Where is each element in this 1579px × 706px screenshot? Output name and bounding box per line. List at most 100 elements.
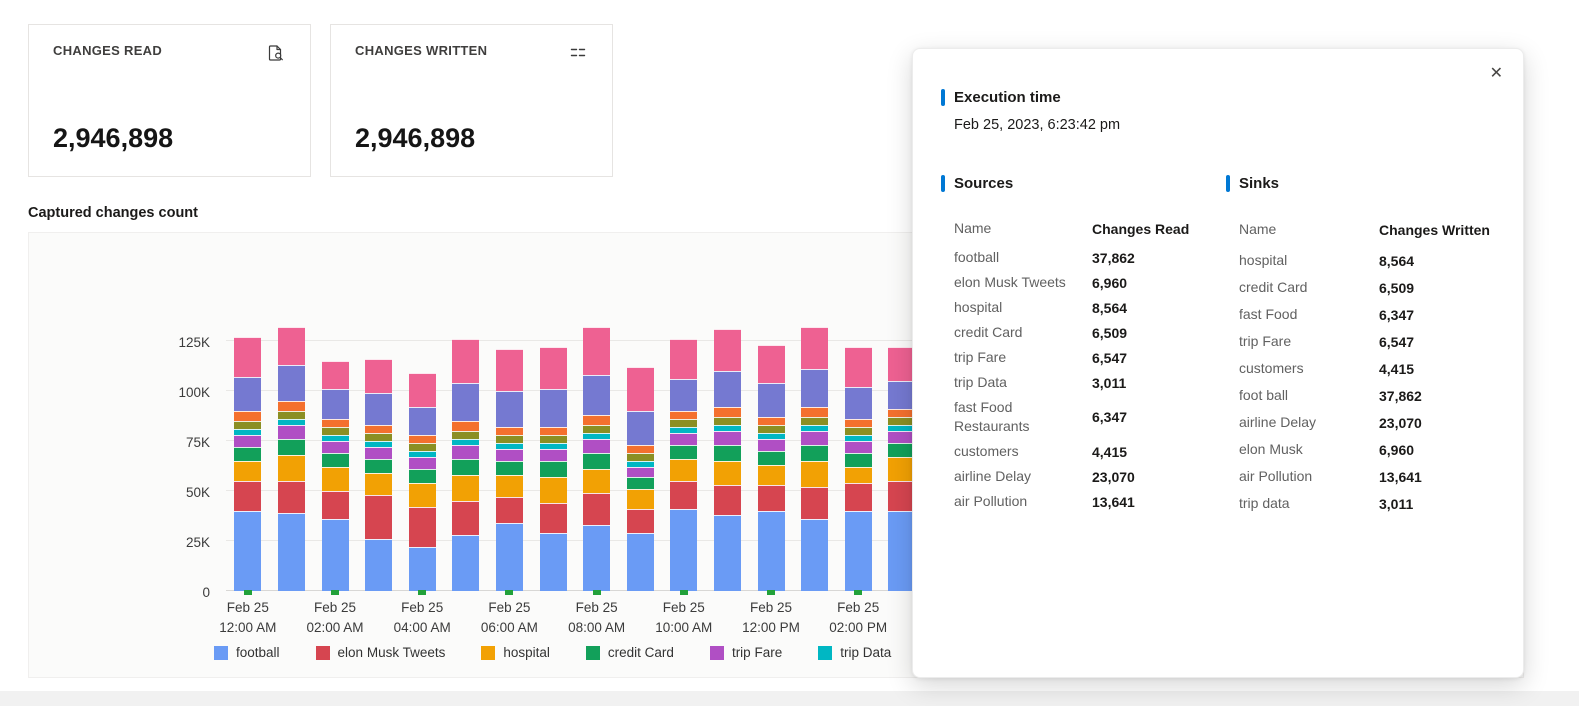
sources-header: Sources [941,175,1226,192]
bar-segment [583,425,611,433]
row-value: 6,509 [1092,324,1128,341]
bar-segment [670,481,698,509]
bar-segment [277,455,305,481]
x-axis-tick-label: Feb 25 02:00 AM [306,600,364,635]
bar-stack[interactable] [888,347,916,591]
bar-stack[interactable] [801,327,829,591]
table-row: elon Musk Tweets 6,960 [954,270,1226,295]
bar-stack[interactable] [365,359,393,591]
bar-stack[interactable] [713,329,741,591]
bar-segment [365,425,393,433]
bar-segment [713,485,741,515]
bar-segment [757,511,785,591]
table-row: air Pollution 13,641 [954,489,1226,514]
bar-segment [583,375,611,415]
bar-segment [670,411,698,419]
bar-segment [365,495,393,539]
bar-stack[interactable] [452,339,480,591]
bar-segment [539,449,567,461]
bar-segment [626,411,654,445]
bar-segment [757,451,785,465]
table-row: trip Fare 6,547 [954,345,1226,370]
bar-stack[interactable] [670,339,698,591]
execution-time-label: Execution time [954,89,1061,106]
row-value: 23,070 [1379,414,1422,431]
bar-segment [888,457,916,481]
bar-stack[interactable] [626,367,654,591]
row-name: hospital [954,299,1003,315]
bar-stack[interactable] [277,327,305,591]
row-value: 6,509 [1379,279,1415,296]
legend-item[interactable]: trip Fare [709,645,782,660]
bar-segment [277,411,305,419]
bar-segment [713,371,741,407]
table-row: airline Delay 23,070 [954,464,1226,489]
bar-segment [844,419,872,427]
x-axis-tick-label: Feb 25 12:00 PM [742,600,800,635]
bar-segment [713,515,741,591]
bar-segment [888,425,916,431]
bar-segment [626,467,654,477]
bar-segment [670,433,698,445]
bar-segment [757,465,785,485]
table-header-row: Name Changes Written [1239,216,1495,243]
bar-segment [583,415,611,425]
list-icon [568,43,588,63]
bar-stack[interactable] [539,347,567,591]
axis-marker [767,590,775,595]
legend-item[interactable]: credit Card [585,645,674,660]
bar-segment [670,459,698,481]
table-row: trip Fare 6,547 [1239,328,1495,355]
bar-segment [321,519,349,591]
bar-stack[interactable] [757,345,785,591]
changes-written-title: CHANGES WRITTEN [355,43,488,58]
sources-label: Sources [954,175,1014,192]
changes-written-card: CHANGES WRITTEN 2,946,898 [330,24,613,177]
axis-marker [679,590,688,595]
bar-stack[interactable] [321,361,349,591]
legend-swatch [315,645,330,660]
bar-segment [234,447,262,461]
legend-item[interactable]: hospital [481,645,550,660]
row-value: 37,862 [1379,387,1422,404]
bar-segment [452,339,480,383]
page-bottom-strip [0,691,1579,706]
bar-segment [452,459,480,475]
axis-marker [331,590,339,595]
bar-segment [321,467,349,491]
axis-marker [854,590,863,595]
bar-segment [844,435,872,441]
row-value: 13,641 [1379,468,1422,485]
bar-segment [888,511,916,591]
bar-stack[interactable] [495,349,523,591]
bar-segment [452,501,480,535]
table-row: football 37,862 [954,245,1226,270]
bar-segment [365,359,393,393]
sinks-section: Sinks Name Changes Written hospital 8,564 cr… [1226,175,1495,517]
legend-swatch [709,645,724,660]
legend-item[interactable]: elon Musk Tweets [315,645,445,660]
legend-item[interactable]: trip Data [818,645,891,660]
bar-segment [495,443,523,449]
bar-segment [539,427,567,435]
document-search-icon [266,43,286,63]
row-name: fast Food Restaurants [954,399,1030,434]
bar-segment [277,481,305,513]
bar-stack[interactable] [583,327,611,591]
legend-label: credit Card [607,645,674,660]
bar-segment [757,485,785,511]
bar-segment [365,441,393,447]
bar-segment [495,427,523,435]
bar-segment [626,453,654,461]
bar-stack[interactable] [844,347,872,591]
bar-segment [234,337,262,377]
bar-stack[interactable] [408,373,436,591]
bar-stack[interactable] [234,337,262,591]
bar-segment [365,393,393,425]
bar-segment [888,417,916,425]
legend-item[interactable]: football [214,645,280,660]
execution-time-value: Feb 25, 2023, 6:23:42 pm [954,117,1121,133]
close-icon[interactable]: ✕ [1484,59,1509,87]
bar-segment [888,443,916,457]
